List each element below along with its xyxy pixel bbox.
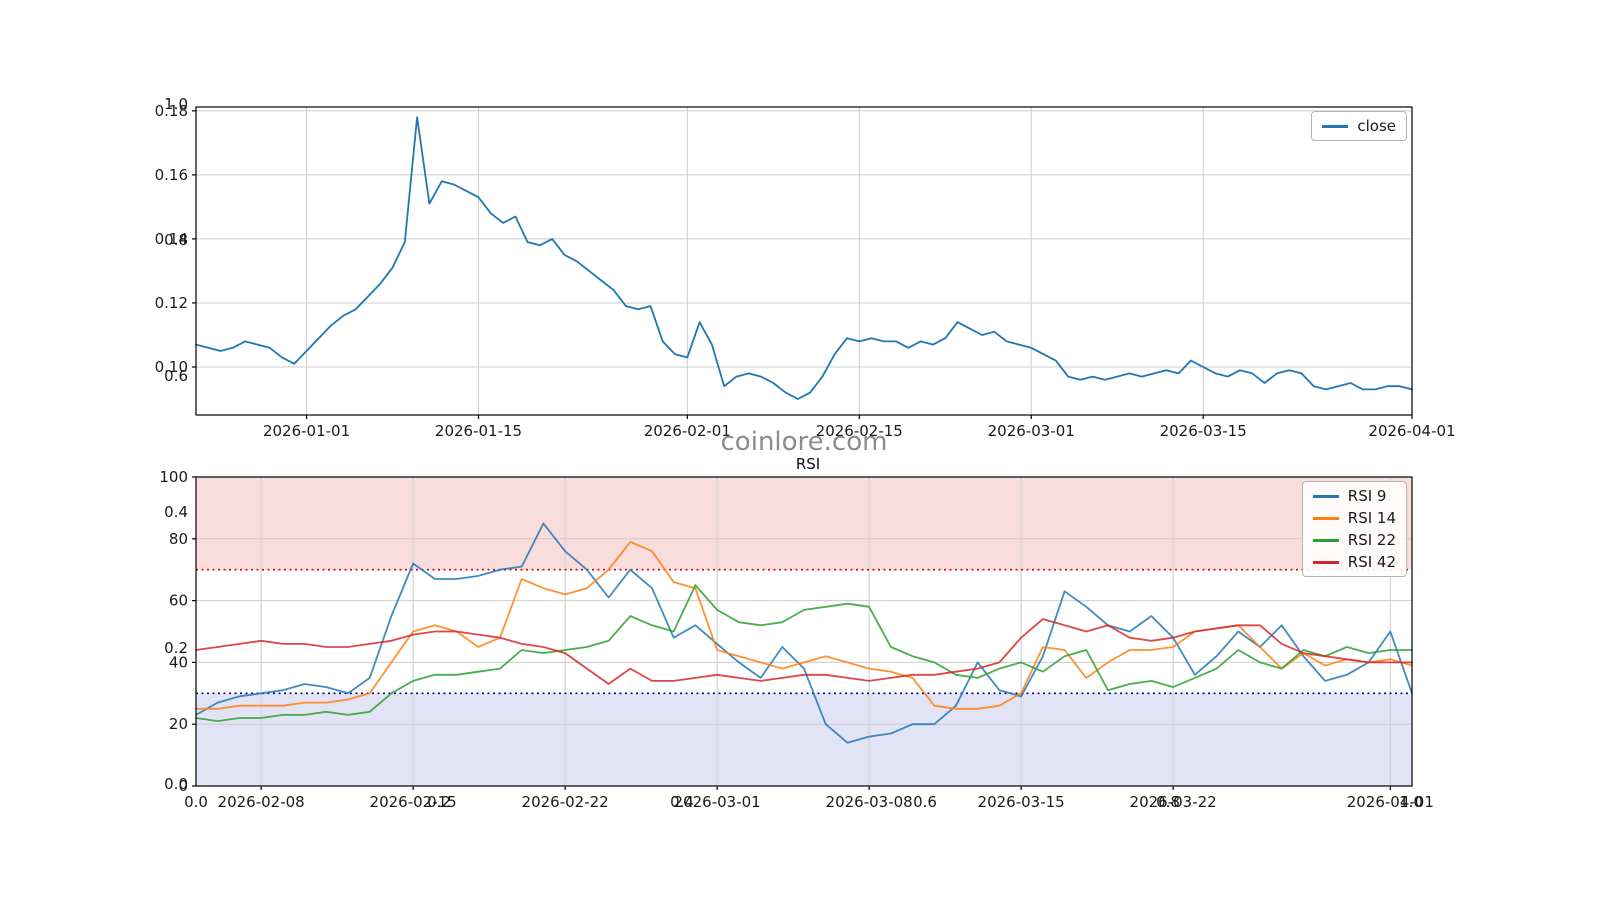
rsi-axes-box: [195, 476, 1413, 787]
rsi-14-line-swatch: [1312, 516, 1339, 520]
rsi-xtick-label: 2026-03-15: [978, 793, 1065, 811]
rsi-series-rsi-42: [195, 618, 1413, 685]
price-xtick-label: 2026-02-15: [816, 422, 903, 440]
overlay-ytick-label: 0.4: [164, 503, 188, 521]
price-ytick-label: 0.10: [155, 358, 188, 376]
price-xtick-label: 2026-01-15: [435, 422, 522, 440]
price-xtick-label: 2026-02-01: [644, 422, 731, 440]
overlay-xtick-label: 1.0: [1399, 793, 1423, 811]
rsi-xtick-label: 2026-02-08: [218, 793, 305, 811]
rsi-band: [196, 477, 1412, 570]
legend-label-rsi-22: RSI 22: [1347, 531, 1396, 549]
price-panel: 2026-01-01 2026-01-15 2026-02-01 2026-02-15…: [155, 102, 1456, 440]
overlay-axis: 1.0 0.8 0.6 0.4 0.2 0.00.0 0.2 0.4 0.6 0.8 1.0: [164, 95, 1423, 811]
price-xtick-label: 2026-03-15: [1160, 422, 1247, 440]
rsi-22-line-swatch: [1312, 538, 1339, 542]
overlay-xtick-label: 0.4: [670, 793, 694, 811]
rsi-ytick-label: 0: [178, 777, 188, 795]
legend-label-rsi-14: RSI 14: [1347, 509, 1396, 527]
overlay-ytick-label: 1.0: [164, 95, 188, 113]
rsi-series-rsi-9: [195, 522, 1413, 744]
overlay-xtick-label: 0.6: [913, 793, 937, 811]
legend-item-rsi-14: RSI 14: [1312, 509, 1396, 527]
legend-item-rsi-42: RSI 42: [1312, 553, 1396, 571]
price-xtick-label: 2026-01-01: [263, 422, 350, 440]
rsi-xtick-label: 2026-03-22: [1130, 793, 1217, 811]
overlay-ytick-label: 0.6: [164, 367, 188, 385]
price-ytick-label: 0.18: [155, 102, 188, 120]
rsi-42-line-swatch: [1312, 560, 1339, 564]
overlay-xtick-label: 0.2: [427, 793, 451, 811]
price-ytick-label: 0.12: [155, 294, 188, 312]
overlay-xtick-label: 0.8: [1156, 793, 1180, 811]
rsi-xtick-label: 2026-03-08: [826, 793, 913, 811]
rsi-panel: 2026-02-08 2026-02-15 2026-02-22 2026-03-01…: [159, 468, 1434, 811]
overlay-ytick-label: 0.0: [164, 775, 188, 793]
price-xtick-label: 2026-03-01: [988, 422, 1075, 440]
price-ytick-label: 0.16: [155, 166, 188, 184]
overlay-ytick-label: 0.8: [164, 231, 188, 249]
price-ytick-label: 0.14: [155, 230, 188, 248]
rsi-ytick-label: 20: [169, 715, 188, 733]
overlay-ytick-label: 0.2: [164, 639, 188, 657]
rsi-xtick-label: 2026-03-01: [674, 793, 761, 811]
price-legend: close: [1311, 111, 1407, 141]
legend-label-close: close: [1357, 117, 1396, 135]
price-series-close: [195, 116, 1413, 400]
watermark: coinlore.com: [720, 427, 888, 457]
rsi-ytick-label: 40: [169, 653, 188, 671]
legend-label-rsi-42: RSI 42: [1347, 553, 1396, 571]
rsi-band: [196, 693, 1412, 786]
rsi-legend: RSI 9 RSI 14 RSI 22 RSI 42: [1301, 481, 1407, 577]
rsi-chart-title: RSI: [795, 455, 821, 473]
price-axes-box: [195, 106, 1413, 416]
rsi-9-line-swatch: [1312, 494, 1339, 498]
rsi-xtick-label: 2026-02-22: [522, 793, 609, 811]
rsi-series-rsi-22: [195, 584, 1413, 722]
legend-item-rsi-9: RSI 9: [1312, 487, 1396, 505]
legend-item-rsi-22: RSI 22: [1312, 531, 1396, 549]
rsi-ytick-label: 80: [169, 530, 188, 548]
legend-item-close: close: [1322, 118, 1396, 134]
legend-label-rsi-9: RSI 9: [1347, 487, 1387, 505]
rsi-ytick-label: 100: [159, 468, 188, 486]
price-xtick-label: 2026-04-01: [1368, 422, 1455, 440]
close-line-swatch: [1322, 124, 1349, 128]
overlay-xtick-label: 0.0: [184, 793, 208, 811]
rsi-xtick-label: 2026-02-15: [370, 793, 457, 811]
rsi-xtick-label: 2026-04-01: [1347, 793, 1434, 811]
rsi-ytick-label: 60: [169, 592, 188, 610]
